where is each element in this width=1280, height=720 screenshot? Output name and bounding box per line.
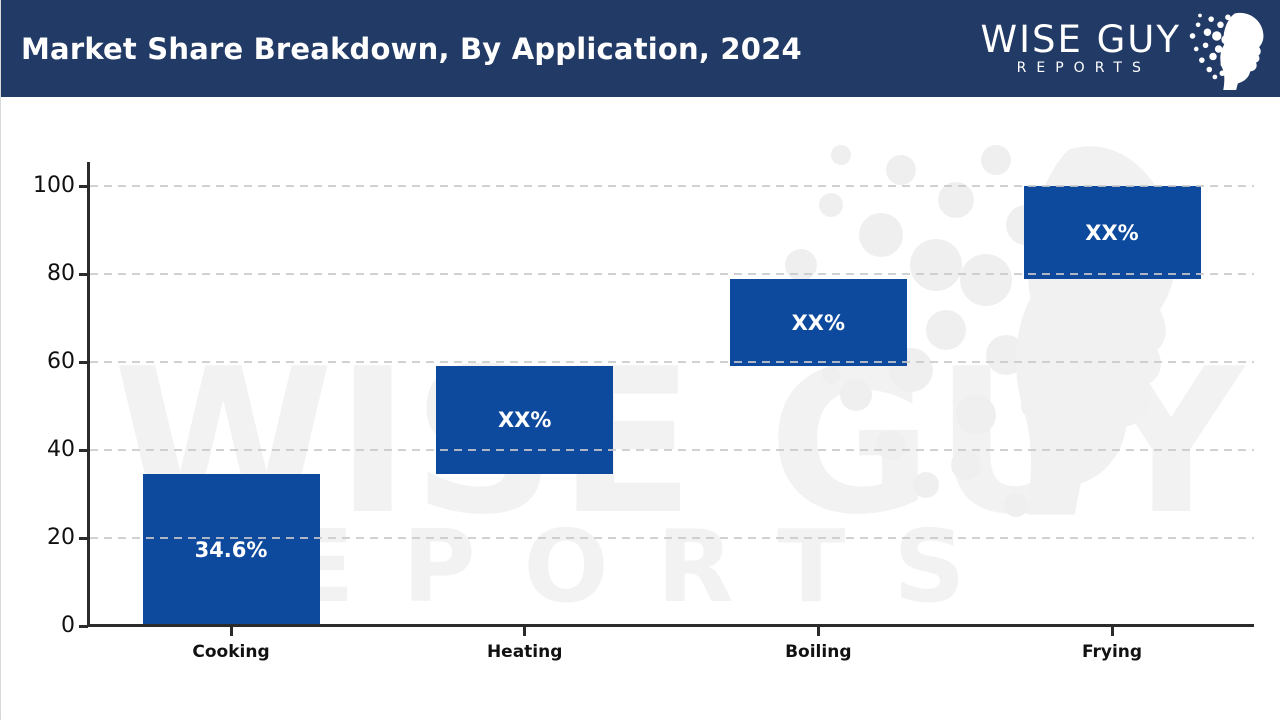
y-tick-mark — [79, 625, 88, 628]
x-tick-mark — [1110, 627, 1114, 636]
y-tick-mark — [79, 537, 88, 540]
bar-boiling — [729, 279, 907, 367]
header-bar: Market Share Breakdown, By Application, … — [1, 0, 1280, 97]
y-tick-mark — [79, 361, 88, 364]
x-tick-mark — [816, 627, 820, 636]
gridline-80 — [90, 273, 1254, 275]
y-tick-label: 60 — [47, 349, 75, 374]
logo-wordmark: WISE GUY — [980, 17, 1181, 61]
y-tick-mark — [79, 273, 88, 276]
bar-heating — [436, 366, 614, 474]
page-title: Market Share Breakdown, By Application, … — [21, 31, 802, 66]
logo-subtitle: REPORTS — [1016, 60, 1151, 77]
y-tick-label: 100 — [33, 173, 75, 198]
wiseguy-face-icon — [1189, 12, 1264, 90]
bar-value-label: 34.6% — [194, 537, 268, 562]
x-axis-line — [87, 624, 1254, 627]
bar-value-label: XX% — [791, 310, 846, 335]
bar-value-label: XX% — [497, 408, 552, 433]
x-category-label: Boiling — [785, 642, 852, 662]
x-category-label: Heating — [486, 642, 563, 662]
x-tick-mark — [523, 627, 527, 636]
x-category-label: Cooking — [192, 642, 270, 662]
plot: 0 20 40 60 80 100 34.6% Cooking XX% Heating XX% Boi… — [1, 97, 1280, 720]
x-tick-mark — [229, 627, 233, 636]
y-tick-mark — [79, 185, 88, 188]
bar-value-label: XX% — [1085, 220, 1139, 245]
y-axis-line — [87, 162, 90, 627]
bar-frying — [1023, 186, 1201, 280]
bar-cooking — [142, 473, 320, 626]
x-category-label: Frying — [1081, 642, 1143, 662]
y-tick-label: 80 — [47, 261, 75, 286]
y-tick-label: 20 — [47, 525, 75, 550]
gridline-20 — [90, 537, 1254, 539]
y-tick-label: 40 — [47, 437, 75, 462]
chart-area: WISE GUY REPORTS 0 20 40 60 80 100 34.6% Cookin… — [1, 97, 1280, 720]
gridline-60 — [90, 361, 1254, 363]
y-tick-mark — [79, 449, 88, 452]
y-tick-label: 0 — [61, 613, 75, 638]
wiseguy-logo-text: WISE GUY REPORTS — [980, 17, 1181, 77]
gridline-40 — [90, 449, 1254, 451]
wiseguy-logo: WISE GUY REPORTS — [981, 0, 1269, 97]
gridline-100 — [90, 185, 1254, 187]
